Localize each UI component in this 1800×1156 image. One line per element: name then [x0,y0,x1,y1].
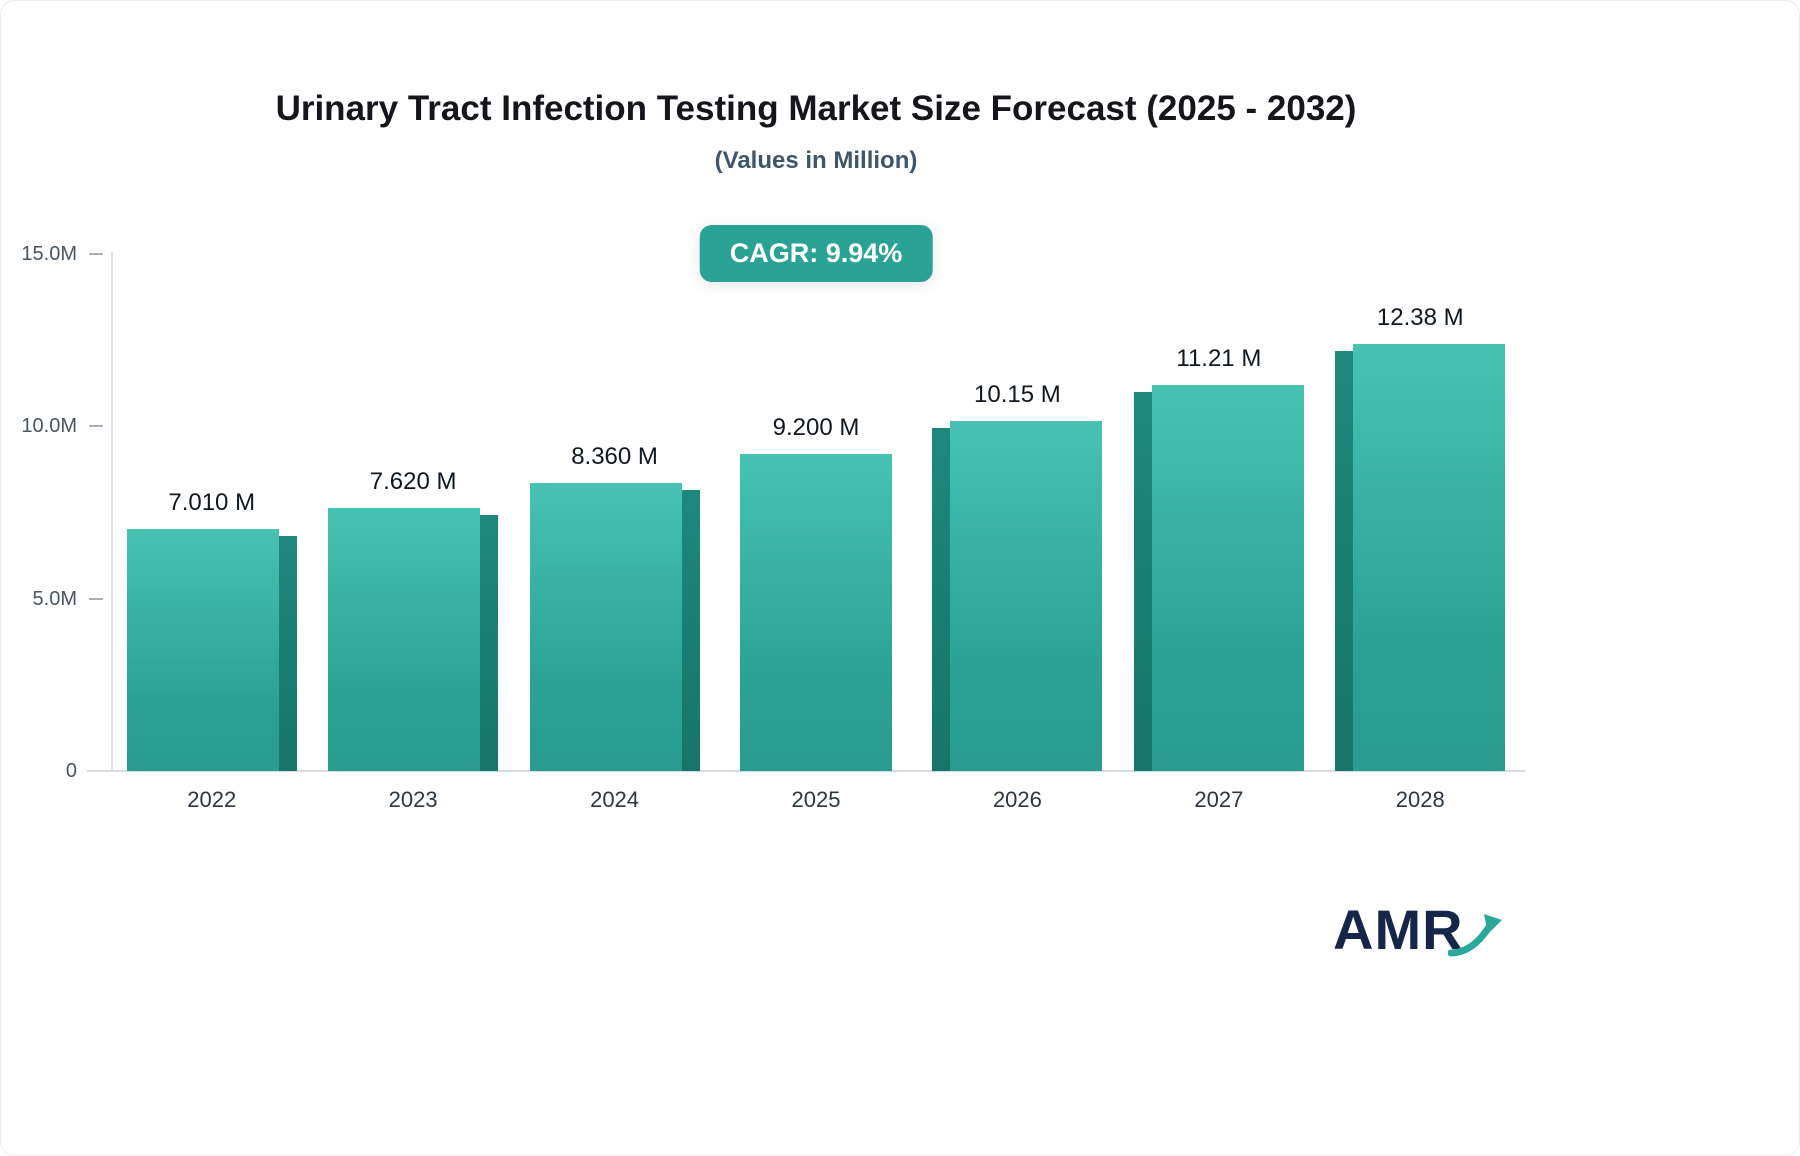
bar-value-label-2023: 7.620 M [369,468,457,496]
bar-face [950,421,1103,771]
bar-slot-2026: 10.15 M [917,254,1118,771]
y-tick-label-15: 15.0M [21,243,77,265]
y-tick-label-0: 0 [65,760,77,782]
bar-face [126,529,279,771]
y-tick-label-5: 5.0M [32,587,77,610]
x-label-2023: 2023 [388,787,438,812]
bar-slot-2028: 12.38 M [1320,254,1521,771]
bar-2028 [1335,344,1506,771]
x-axis-labels: 2022 2023 2024 2025 2026 2027 2028 [111,787,1521,819]
bar-side-shade [681,489,700,771]
bar-side-shade [278,536,297,771]
brand-name: AMR [1333,898,1464,961]
bar-value-label-2026: 10.15 M [974,381,1061,409]
x-label-2025: 2025 [791,787,841,812]
bar-face [1151,384,1304,771]
growth-arrow-icon [1447,913,1502,956]
bar-value-label-2024: 8.360 M [571,442,658,470]
x-label-2028: 2028 [1395,787,1445,812]
y-tick-mark-5 [89,597,103,600]
bar-slot-2025: 9.200 M [715,254,916,771]
chart-title: Urinary Tract Infection Testing Market S… [275,89,1357,128]
bar-face [739,453,892,771]
bar-value-label-2027: 11.21 M [1176,344,1262,372]
plot-area: 7.010 M 7.620 M 8.360 M 9.200 M 10.15 M 11.21… [111,254,1521,771]
bar-face [328,508,481,771]
bar-side-shade [1335,351,1354,771]
x-label-2024: 2024 [590,787,640,812]
x-label-2027: 2027 [1194,787,1244,812]
x-label-2026: 2026 [992,787,1042,812]
bar-slot-2024: 8.360 M [514,254,715,771]
y-tick-mark-10 [89,425,103,428]
bar-value-label-2028: 12.38 M [1376,304,1464,332]
bar-side-shade [932,428,951,771]
x-label-2022: 2022 [187,787,237,812]
bar-face [529,482,682,771]
bar-slot-2023: 7.620 M [312,254,513,771]
bar-2027 [1133,384,1304,771]
bar-side-shade [1133,391,1152,771]
bar-slot-2027: 11.21 M [1118,254,1319,771]
cagr-badge: CAGR: 9.94% [699,225,933,282]
y-tick-mark-15 [89,253,103,255]
bar-2026 [932,421,1103,771]
x-axis-baseline [87,770,1525,772]
y-axis-line [111,252,113,771]
bar-2025 [739,453,892,771]
brand-logo: AMR [1333,897,1502,962]
bar-slot-2022: 7.010 M [111,254,312,771]
y-tick-label-10: 10.0M [21,415,77,438]
bar-2023 [328,508,499,771]
chart-header: Urinary Tract Infection Testing Market S… [111,89,1521,175]
bar-face [1353,344,1506,771]
bar-side-shade [480,515,499,771]
y-axis: 15.0M 10.0M 5.0M 0 [1,243,111,782]
bar-2024 [529,482,700,771]
bar-value-label-2025: 9.200 M [772,413,860,441]
bar-value-label-2022: 7.010 M [168,489,256,517]
chart-subtitle: (Values in Million) [714,147,918,174]
bar-2022 [126,529,297,771]
